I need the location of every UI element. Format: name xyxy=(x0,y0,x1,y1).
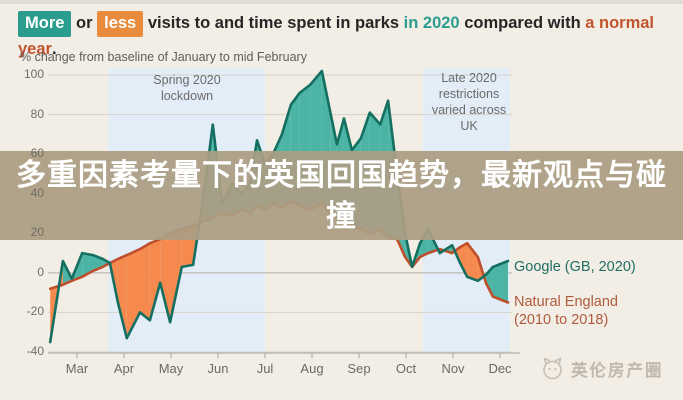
annotation-spring-lockdown: Spring 2020 lockdown xyxy=(153,73,221,103)
watermark: 英伦房产圈 xyxy=(540,356,664,381)
title-year-highlight: in 2020 xyxy=(403,14,460,32)
x-axis-month-label: Sep xyxy=(347,361,371,376)
fill-more-visits xyxy=(82,253,93,277)
legend-natural-england: Natural England (2010 to 2018) xyxy=(514,294,618,328)
y-axis-tick-label: 20 xyxy=(30,225,44,240)
chart-subtitle: % change from baseline of January to mid… xyxy=(20,50,307,64)
x-axis-month-label: Jul xyxy=(256,361,274,376)
title-text: or xyxy=(76,14,93,32)
fill-fewer-visits xyxy=(126,249,140,339)
x-axis-month-label: Apr xyxy=(113,361,135,376)
legend-google: Google (GB, 2020) xyxy=(514,259,636,275)
fill-fewer-visits xyxy=(160,233,171,323)
fill-more-visits xyxy=(492,260,508,303)
fill-fewer-visits xyxy=(149,239,161,321)
title-period: . xyxy=(51,40,57,58)
fill-fewer-visits xyxy=(117,255,127,339)
fill-fewer-visits xyxy=(460,243,468,277)
chart-title: More or less visits to and time spent in… xyxy=(18,11,675,61)
x-axis-month-label: Aug xyxy=(300,361,324,376)
y-axis-tick-label: 80 xyxy=(30,106,44,121)
x-axis-month-label: May xyxy=(158,361,184,376)
title-normal-highlight: a normal year xyxy=(18,14,655,58)
x-axis-month-label: Jun xyxy=(207,361,229,376)
overlay-banner: 多重因素考量下的英国回国趋势，最新观点与碰撞 xyxy=(0,151,683,240)
top-edge-strip xyxy=(0,0,683,4)
y-axis-tick-label: 100 xyxy=(23,67,44,81)
fill-fewer-visits xyxy=(477,257,486,283)
more-badge: More xyxy=(18,11,72,37)
y-axis-tick-label: 60 xyxy=(30,146,44,161)
watermark-logo-icon xyxy=(543,357,562,380)
y-axis-tick-label: -40 xyxy=(26,344,44,358)
y-axis-tick-label: 40 xyxy=(30,185,44,200)
title-text: visits to and time spent in parks xyxy=(147,14,400,32)
overlay-banner-text: 多重因素考量下的英国回国趋势，最新观点与碰撞 xyxy=(16,158,667,233)
x-axis-month-label: Dec xyxy=(488,361,512,376)
fill-fewer-visits xyxy=(139,243,150,321)
fill-fewer-visits xyxy=(467,243,478,281)
watermark-text: 英伦房产圈 xyxy=(571,361,664,380)
y-axis-tick-label: 0 xyxy=(37,264,44,279)
fill-fewer-visits xyxy=(170,229,182,323)
y-axis-tick-label: -20 xyxy=(26,304,44,319)
x-axis-month-label: Oct xyxy=(395,361,417,376)
x-axis-month-label: Mar xyxy=(65,361,89,376)
x-axis-month-label: Nov xyxy=(441,361,465,376)
title-text: compared with xyxy=(464,14,581,32)
annotation-late-restrictions: Late 2020 restrictions varied across UK xyxy=(431,71,507,133)
less-badge: less xyxy=(97,11,144,37)
